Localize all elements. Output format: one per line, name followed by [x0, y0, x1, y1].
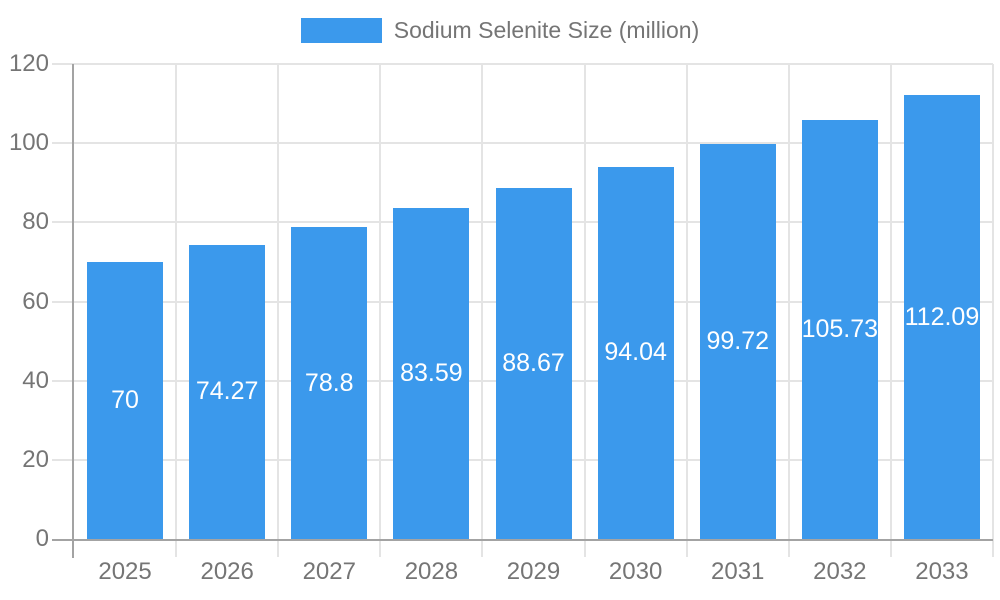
y-tick-label: 60 [22, 287, 49, 315]
x-tick-label: 2030 [608, 558, 663, 585]
bar-2032[interactable] [801, 120, 878, 539]
bar-value-label: 74.27 [195, 377, 259, 406]
v-gridline [175, 64, 178, 557]
legend-label: Sodium Selenite Size (million) [393, 16, 700, 43]
h-gridline [52, 142, 993, 145]
bar-2025[interactable] [87, 261, 164, 539]
y-axis-line [72, 64, 74, 558]
x-tick-label: 2027 [302, 558, 356, 585]
bar-2029[interactable] [495, 188, 572, 539]
bar-value-label: 105.73 [801, 315, 879, 344]
v-gridline [583, 64, 586, 557]
x-tick-label: 2028 [404, 558, 459, 585]
bar-value-label: 99.72 [706, 327, 769, 356]
bar-value-label: 83.59 [400, 359, 463, 388]
bar-2033[interactable] [903, 95, 980, 539]
bar-2028[interactable] [393, 208, 470, 539]
y-tick-label: 80 [22, 208, 49, 236]
y-tick-label: 40 [22, 366, 49, 394]
bar-2027[interactable] [291, 227, 368, 539]
v-gridline [481, 64, 484, 557]
bar-2030[interactable] [597, 166, 674, 539]
bar-value-label: 94.04 [604, 338, 667, 367]
y-tick-label: 100 [8, 129, 49, 157]
legend-swatch [300, 17, 382, 43]
bar-value-label: 88.67 [502, 348, 565, 377]
y-tick-label: 120 [8, 50, 49, 77]
v-gridline [277, 64, 280, 557]
x-tick-label: 2026 [200, 558, 254, 585]
x-tick-label: 2031 [711, 558, 765, 585]
x-axis-line [52, 539, 993, 541]
legend[interactable]: Sodium Selenite Size (million) [0, 15, 1000, 45]
y-tick-label: 0 [35, 525, 49, 552]
v-gridline [787, 64, 790, 557]
v-gridline [379, 64, 382, 557]
bar-2031[interactable] [699, 144, 776, 539]
v-gridline [889, 64, 892, 557]
x-tick-label: 2025 [98, 558, 152, 585]
bar-value-label: 70 [111, 385, 139, 414]
x-tick-label: 2033 [915, 558, 969, 585]
y-tick-label: 20 [22, 445, 49, 473]
v-gridline [992, 64, 994, 557]
x-tick-label: 2029 [506, 558, 561, 585]
bar-2026[interactable] [189, 245, 266, 539]
bar-value-label: 78.8 [304, 368, 354, 397]
v-gridline [685, 64, 688, 557]
bar-value-label: 112.09 [904, 302, 980, 331]
x-tick-label: 2032 [813, 558, 867, 585]
h-gridline [52, 63, 993, 65]
